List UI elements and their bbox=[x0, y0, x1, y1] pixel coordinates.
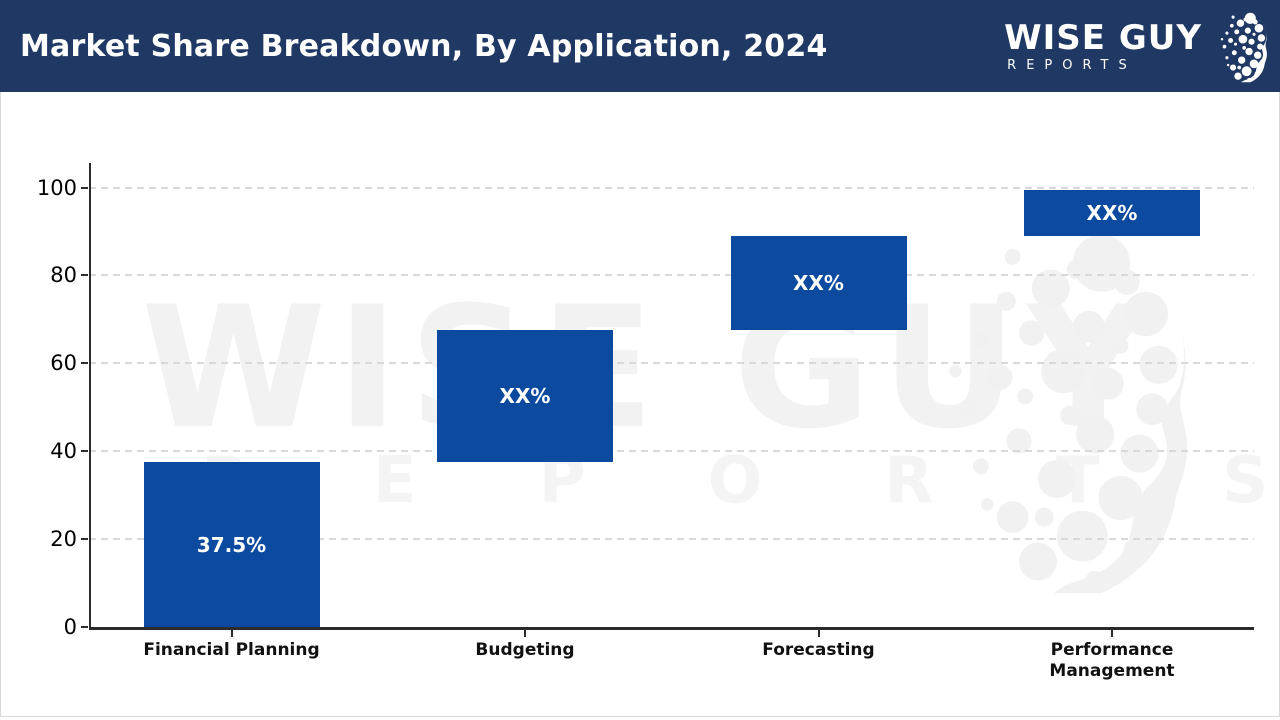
bar-budgeting: XX% bbox=[437, 330, 613, 463]
y-tick-label: 40 bbox=[50, 439, 77, 464]
logo-wordmark: WISE GUY REPORTS bbox=[1004, 21, 1202, 72]
gridline-20 bbox=[89, 538, 1254, 541]
bar-financial-planning: 37.5% bbox=[143, 462, 320, 627]
x-category-label: Forecasting bbox=[762, 640, 875, 660]
y-tick-label: 0 bbox=[63, 615, 77, 639]
y-tick-label: 20 bbox=[50, 527, 77, 552]
x-category-label: Financial Planning bbox=[143, 640, 320, 660]
gridline-80 bbox=[89, 274, 1254, 277]
chart-panel: WISE GUY R E P O R T S 0 20 40 60 80 100 37.5%… bbox=[0, 92, 1280, 717]
y-tick-mark bbox=[81, 538, 88, 541]
dot-head-icon bbox=[1220, 12, 1267, 83]
y-tick-mark bbox=[81, 450, 88, 453]
y-tick-label: 60 bbox=[50, 351, 77, 376]
bar-performance-management: XX% bbox=[1024, 189, 1200, 236]
bar-value-label: XX% bbox=[1086, 200, 1138, 225]
header-bar: Market Share Breakdown, By Application, … bbox=[0, 0, 1280, 92]
y-tick-mark bbox=[81, 274, 88, 277]
gridline-100 bbox=[89, 186, 1254, 189]
x-tick-mark bbox=[817, 629, 820, 637]
gridline-40 bbox=[89, 450, 1254, 453]
gridline-60 bbox=[89, 362, 1254, 365]
y-tick-label: 80 bbox=[50, 263, 77, 288]
x-axis-line bbox=[89, 627, 1254, 630]
logo-line2: REPORTS bbox=[1007, 57, 1137, 73]
y-tick-mark bbox=[81, 626, 88, 628]
y-axis-line bbox=[89, 163, 91, 629]
x-tick-mark bbox=[524, 629, 526, 637]
bar-value-label: XX% bbox=[793, 271, 844, 296]
x-category-label: Budgeting bbox=[475, 640, 575, 660]
brand-logo: WISE GUY REPORTS bbox=[1004, 0, 1270, 92]
logo-line1: WISE GUY bbox=[1004, 17, 1202, 58]
y-tick-mark bbox=[81, 186, 88, 189]
x-tick-mark bbox=[1111, 629, 1113, 637]
page-title: Market Share Breakdown, By Application, … bbox=[20, 28, 828, 64]
bar-value-label: 37.5% bbox=[196, 532, 267, 557]
bar-forecasting: XX% bbox=[730, 235, 907, 331]
y-tick-label: 100 bbox=[36, 175, 77, 200]
bar-value-label: XX% bbox=[499, 384, 551, 409]
x-category-label: Performance Management bbox=[1049, 640, 1175, 681]
x-tick-mark bbox=[230, 629, 233, 637]
plot-area: 0 20 40 60 80 100 37.5% Financial Planning XX% Bu… bbox=[1, 92, 1279, 716]
y-tick-mark bbox=[81, 362, 88, 365]
